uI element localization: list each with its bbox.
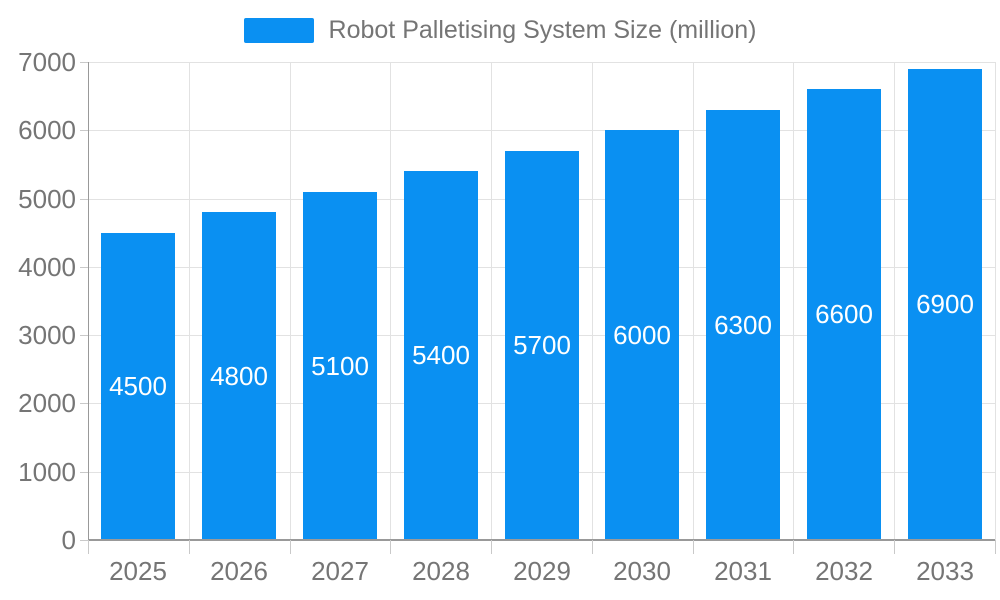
bar[interactable]: 4800 bbox=[202, 212, 276, 539]
bar-value-label: 6900 bbox=[916, 289, 974, 319]
x-tick-label: 2030 bbox=[613, 556, 671, 586]
legend-swatch bbox=[243, 18, 314, 43]
y-tick-label: 5000 bbox=[18, 184, 76, 214]
y-tick-label: 4000 bbox=[18, 252, 76, 282]
bar[interactable]: 5400 bbox=[404, 171, 478, 539]
grid-line-vertical bbox=[995, 62, 996, 540]
chart-legend[interactable]: Robot Palletising System Size (million) bbox=[0, 16, 1000, 45]
bar-value-label: 5400 bbox=[412, 340, 470, 370]
bar-value-label: 5700 bbox=[513, 330, 571, 360]
bar-value-label: 6300 bbox=[714, 309, 772, 340]
x-axis-line bbox=[88, 539, 995, 541]
x-tick-label: 2031 bbox=[714, 556, 772, 586]
x-axis-tick bbox=[88, 540, 89, 554]
x-axis-tick bbox=[592, 540, 593, 554]
y-axis-tick bbox=[80, 62, 88, 63]
y-axis-tick bbox=[80, 472, 88, 473]
grid-line-vertical bbox=[390, 62, 391, 540]
bar[interactable]: 6900 bbox=[908, 69, 982, 539]
x-tick-label: 2033 bbox=[916, 556, 974, 586]
x-tick-label: 2025 bbox=[109, 556, 167, 586]
x-axis-tick bbox=[390, 540, 391, 554]
bar-value-label: 4500 bbox=[109, 371, 167, 401]
y-tick-label: 0 bbox=[61, 525, 76, 555]
grid-line-vertical bbox=[290, 62, 291, 540]
y-tick-label: 6000 bbox=[18, 115, 76, 145]
y-tick-label: 3000 bbox=[18, 320, 76, 350]
grid-line-vertical bbox=[189, 62, 190, 540]
x-axis-tick bbox=[793, 540, 794, 554]
grid-line-vertical bbox=[793, 62, 794, 540]
x-tick-label: 2026 bbox=[210, 556, 268, 586]
bar[interactable]: 5100 bbox=[303, 192, 377, 539]
y-axis-line bbox=[88, 62, 89, 554]
bar[interactable]: 6000 bbox=[605, 130, 679, 539]
y-axis-tick bbox=[80, 335, 88, 336]
legend-series-label: Robot Palletising System Size (million) bbox=[328, 16, 757, 44]
y-axis-tick bbox=[80, 540, 88, 541]
grid-line-vertical bbox=[491, 62, 492, 540]
x-tick-label: 2027 bbox=[311, 556, 369, 586]
x-axis-tick bbox=[290, 540, 291, 554]
grid-line-horizontal bbox=[88, 130, 995, 131]
x-axis-tick bbox=[693, 540, 694, 554]
grid-line-vertical bbox=[592, 62, 593, 540]
bar-value-label: 5100 bbox=[311, 350, 369, 381]
grid-line-vertical bbox=[894, 62, 895, 540]
x-axis-tick bbox=[894, 540, 895, 554]
y-axis-tick bbox=[80, 130, 88, 131]
y-tick-label: 1000 bbox=[18, 457, 76, 487]
x-axis-tick bbox=[189, 540, 190, 554]
bar[interactable]: 6300 bbox=[706, 110, 780, 539]
y-axis-tick bbox=[80, 403, 88, 404]
bar[interactable]: 5700 bbox=[505, 151, 579, 539]
bar[interactable]: 6600 bbox=[807, 89, 881, 539]
y-axis-tick bbox=[80, 199, 88, 200]
bar-value-label: 6000 bbox=[613, 319, 671, 350]
x-axis-tick bbox=[995, 540, 996, 554]
y-tick-label: 2000 bbox=[18, 388, 76, 418]
grid-line-horizontal bbox=[88, 62, 995, 63]
x-axis-tick bbox=[491, 540, 492, 554]
bar[interactable]: 4500 bbox=[101, 233, 175, 539]
y-tick-label: 7000 bbox=[18, 47, 76, 77]
x-tick-label: 2028 bbox=[412, 556, 470, 586]
x-tick-label: 2029 bbox=[513, 556, 571, 586]
y-axis-tick bbox=[80, 267, 88, 268]
x-tick-label: 2032 bbox=[815, 556, 873, 586]
grid-line-vertical bbox=[693, 62, 694, 540]
bar-value-label: 6600 bbox=[815, 299, 873, 329]
bar-value-label: 4800 bbox=[210, 360, 268, 391]
